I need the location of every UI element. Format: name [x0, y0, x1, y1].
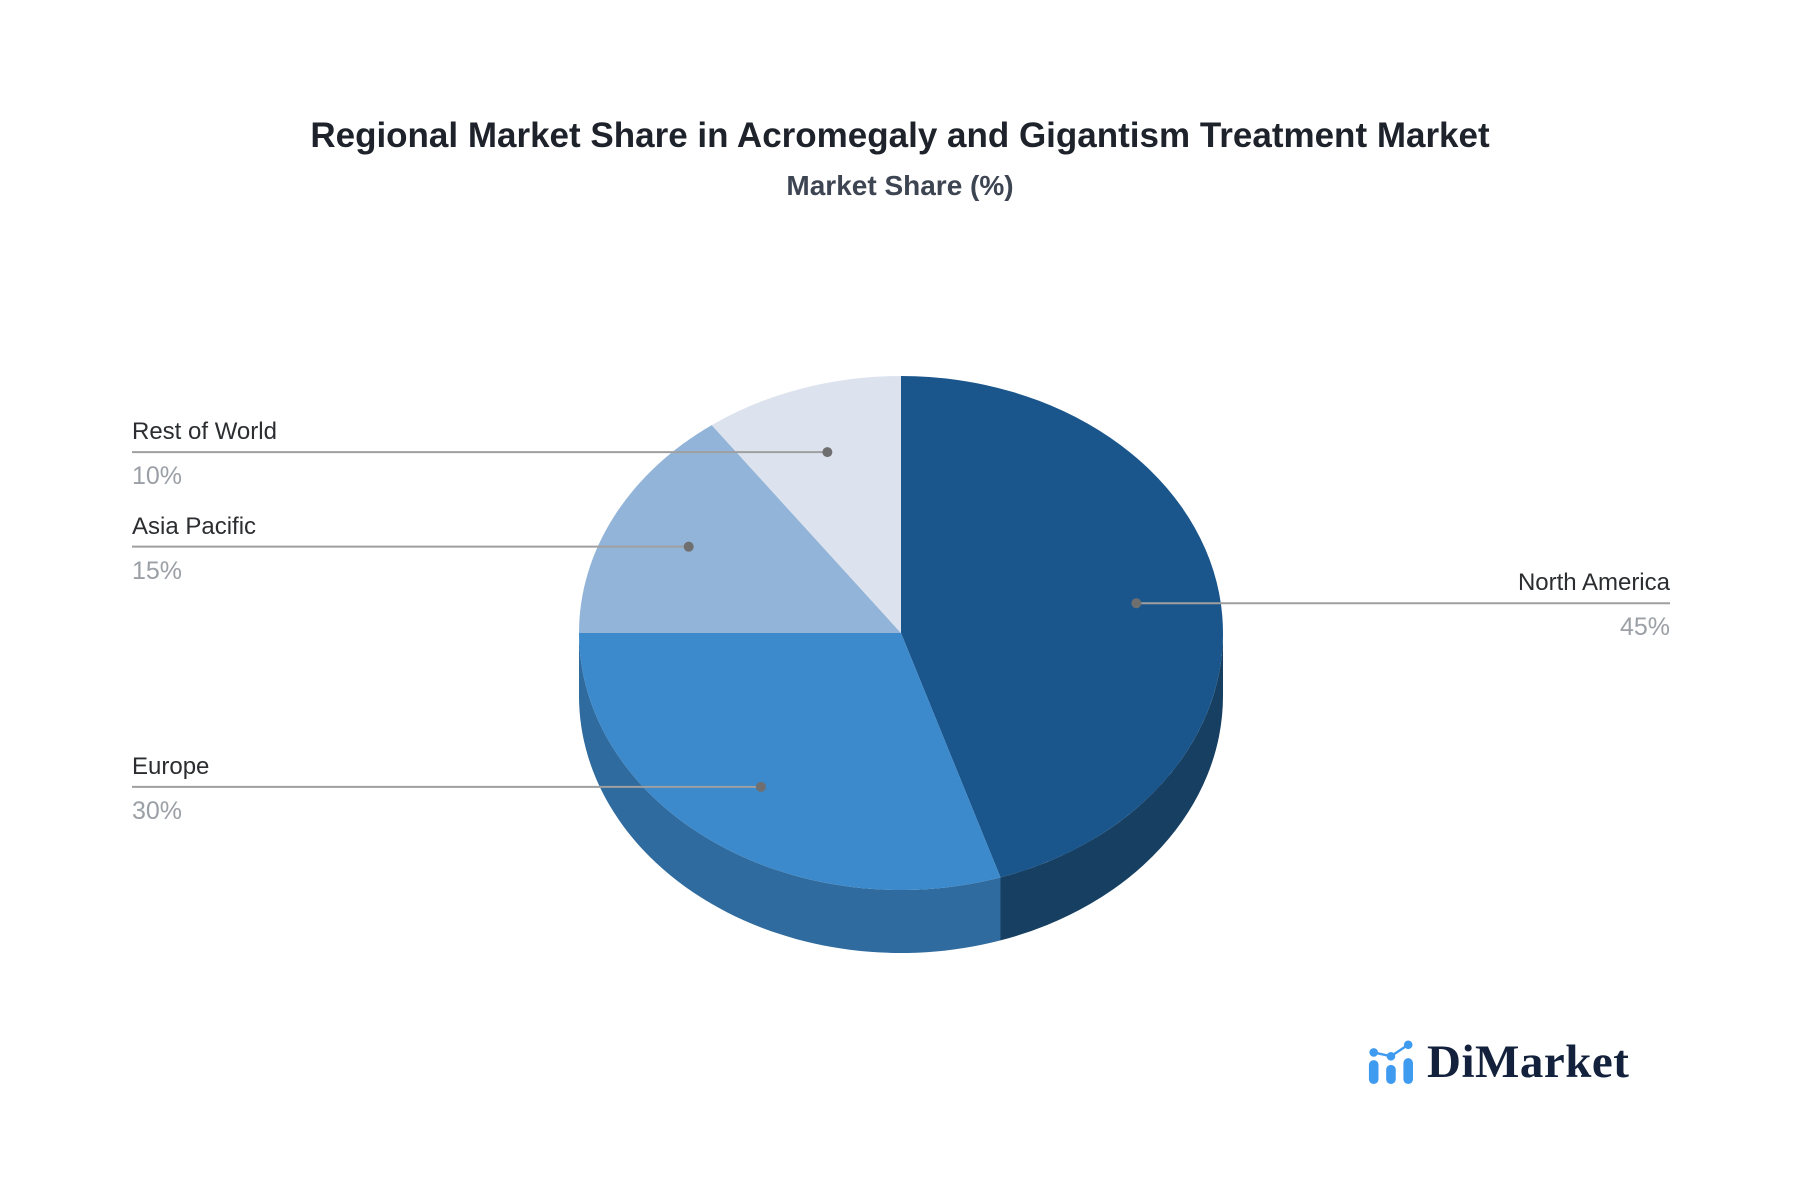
leader-dot-asia-pacific: [683, 541, 694, 552]
slice-label-name: Asia Pacific: [132, 512, 257, 540]
pie-slice-side-north-america: [1000, 633, 1223, 941]
pie-slice-asia-pacific: [579, 425, 901, 633]
leader-dot-rest-of-world: [822, 447, 833, 458]
leader-dot-north-america: [1131, 598, 1142, 609]
slice-label-name: North America: [1517, 569, 1670, 597]
chart-title: Regional Market Share in Acromegaly and …: [310, 116, 1490, 155]
pie-slice-side-europe: [579, 633, 1001, 953]
slice-label-value: 30%: [132, 796, 183, 825]
brand-text: DiMarket: [1427, 1036, 1630, 1088]
pie-slice-north-america: [901, 376, 1224, 878]
leader-dot-europe: [755, 781, 766, 792]
bar-chart-icon: [1368, 1040, 1413, 1085]
pie-slice-rest-of-world: [711, 376, 901, 633]
brand-logo: DiMarket: [1367, 1036, 1629, 1088]
pie-slice-europe: [579, 633, 1001, 890]
slice-label-value: 15%: [132, 556, 183, 585]
slice-label-name: Europe: [132, 752, 210, 780]
slice-label-value: 10%: [132, 462, 183, 491]
slice-label-value: 45%: [1619, 613, 1670, 642]
chart-subtitle: Market Share (%): [786, 170, 1014, 201]
slice-label-name: Rest of World: [132, 418, 277, 446]
